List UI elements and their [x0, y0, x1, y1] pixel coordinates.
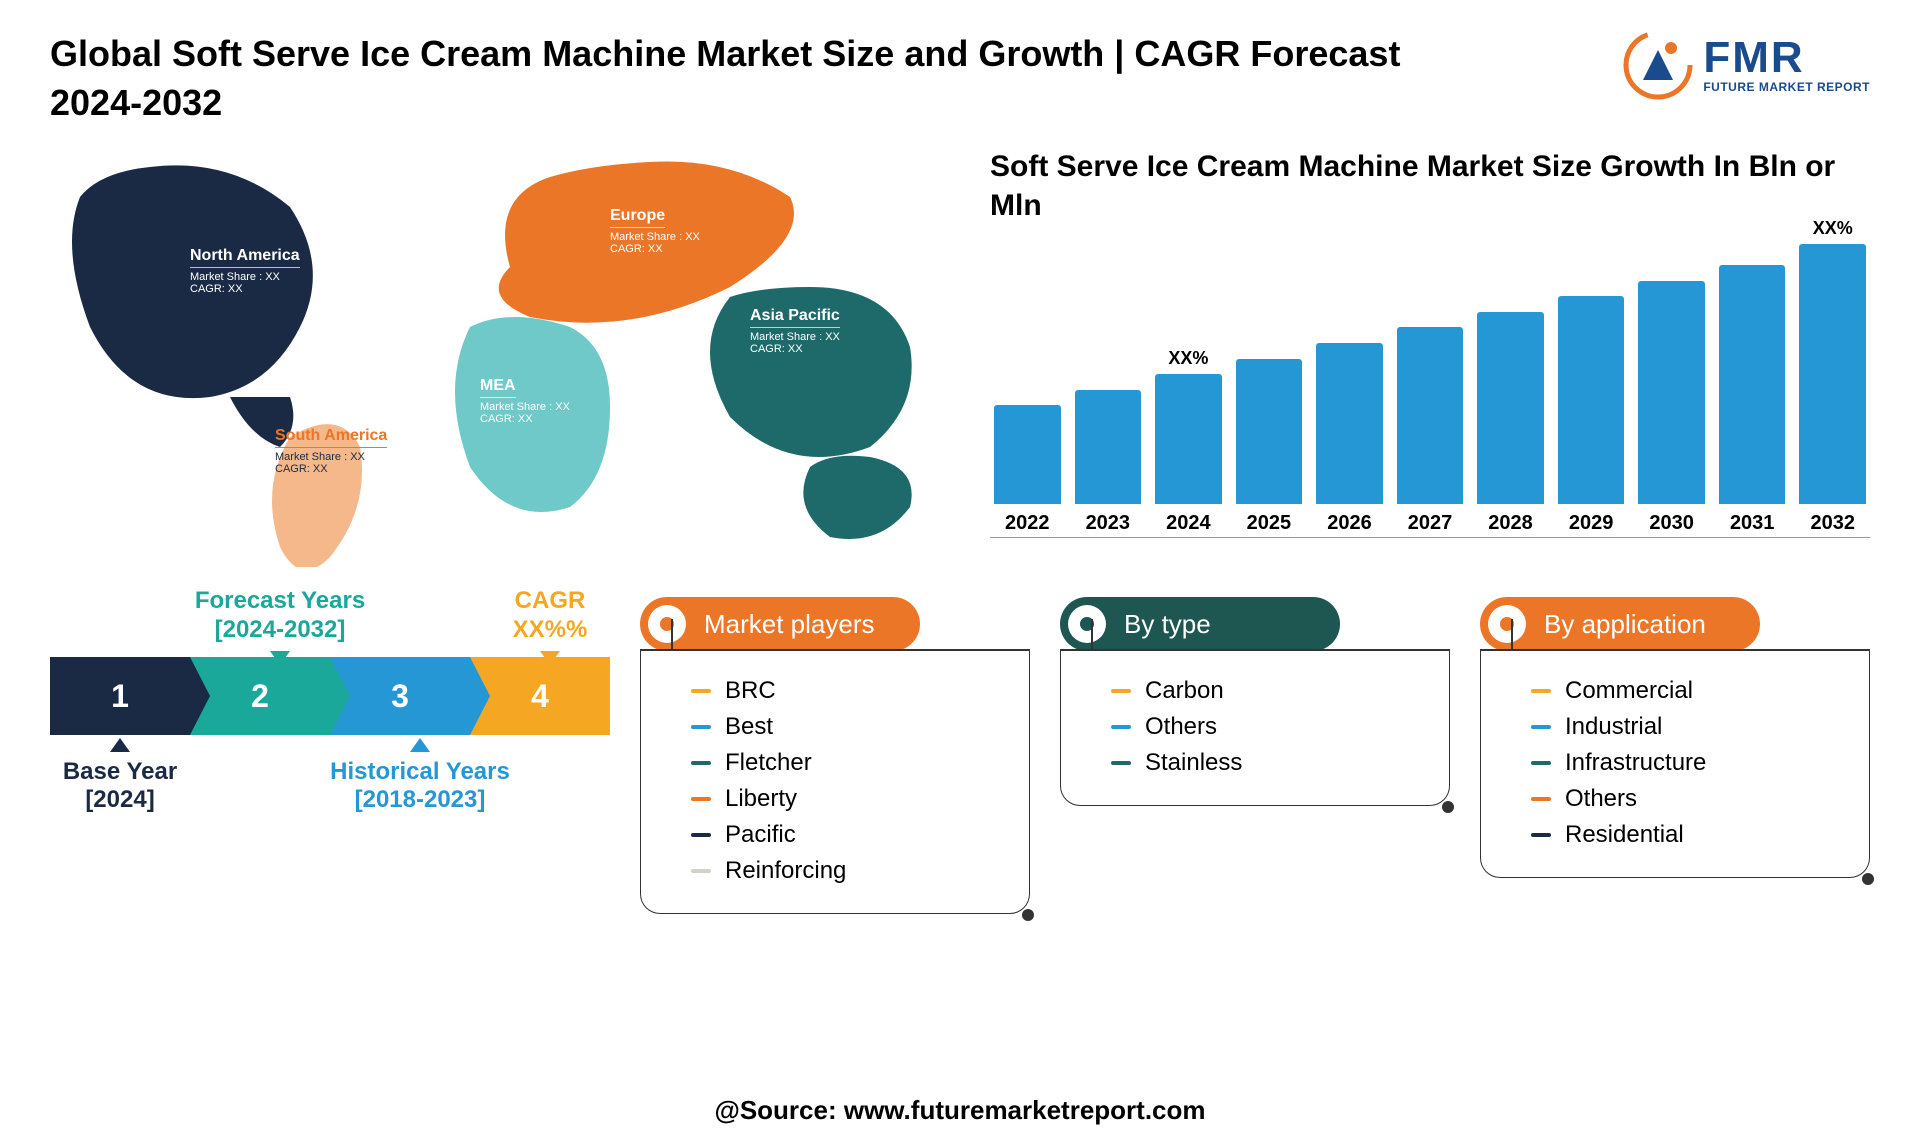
- region-label-eu: Europe Market Share : XX CAGR: XX: [610, 207, 700, 255]
- cat-item: Pacific: [691, 817, 999, 853]
- timeline-label-historical: Historical Years [2018-2023]: [320, 738, 520, 816]
- cat-item: Stainless: [1111, 745, 1419, 781]
- bar-2025: 2025: [1236, 359, 1303, 536]
- timeline: Forecast Years [2024-2032] CAGR XX%% 1 2…: [50, 597, 610, 815]
- map-svg: [50, 147, 950, 567]
- cat-item: Others: [1111, 709, 1419, 745]
- cat-item: Commercial: [1531, 673, 1839, 709]
- bar-2022: 2022: [994, 405, 1061, 535]
- chart-title: Soft Serve Ice Cream Machine Market Size…: [990, 147, 1870, 225]
- cat-item: BRC: [691, 673, 999, 709]
- bar-2024: XX%2024: [1155, 374, 1222, 535]
- timeline-seg-4: 4: [470, 657, 610, 735]
- timeline-label-cagr: CAGR XX%%: [490, 587, 610, 665]
- bar-2032: XX%2032: [1799, 244, 1866, 535]
- category-market-players: Market players BRCBestFletcherLibertyPac…: [640, 597, 1030, 914]
- pill-by-application: By application: [1480, 597, 1760, 651]
- bar-2028: 2028: [1477, 312, 1544, 535]
- bar-2030: 2030: [1638, 281, 1705, 536]
- cat-item: Industrial: [1531, 709, 1839, 745]
- bars-container: 20222023XX%20242025202620272028202920302…: [990, 235, 1870, 535]
- category-by-type: By type CarbonOthersStainless: [1060, 597, 1450, 806]
- world-map: North America Market Share : XX CAGR: XX…: [50, 147, 950, 567]
- bar-2027: 2027: [1397, 327, 1464, 535]
- region-label-mea: MEA Market Share : XX CAGR: XX: [480, 377, 570, 425]
- cat-item: Best: [691, 709, 999, 745]
- timeline-seg-2: 2: [190, 657, 330, 735]
- bar-2031: 2031: [1719, 265, 1786, 535]
- cat-item: Fletcher: [691, 745, 999, 781]
- bar-2029: 2029: [1558, 296, 1625, 535]
- pill-market-players: Market players: [640, 597, 920, 651]
- cat-item: Infrastructure: [1531, 745, 1839, 781]
- bar-2026: 2026: [1316, 343, 1383, 535]
- timeline-seg-1: 1: [50, 657, 190, 735]
- source-text: @Source: www.futuremarketreport.com: [714, 1095, 1205, 1126]
- cat-item: Liberty: [691, 781, 999, 817]
- region-label-ap: Asia Pacific Market Share : XX CAGR: XX: [750, 307, 840, 355]
- page-title: Global Soft Serve Ice Cream Machine Mark…: [50, 30, 1450, 127]
- region-label-sa: South America Market Share : XX CAGR: XX: [275, 427, 387, 475]
- bar-chart: Soft Serve Ice Cream Machine Market Size…: [990, 147, 1870, 567]
- timeline-label-forecast: Forecast Years [2024-2032]: [180, 587, 380, 665]
- logo-icon: [1623, 30, 1693, 100]
- region-label-na: North America Market Share : XX CAGR: XX: [190, 247, 300, 295]
- timeline-seg-3: 3: [330, 657, 470, 735]
- logo-brand: FMR: [1703, 36, 1870, 80]
- logo: FMR FUTURE MARKET REPORT: [1623, 30, 1870, 100]
- cat-item: Residential: [1531, 817, 1839, 853]
- cat-item: Others: [1531, 781, 1839, 817]
- pill-by-type: By type: [1060, 597, 1340, 651]
- cat-item: Carbon: [1111, 673, 1419, 709]
- cat-item: Reinforcing: [691, 853, 999, 889]
- bar-2023: 2023: [1075, 390, 1142, 535]
- timeline-label-base: Base Year [2024]: [40, 738, 200, 816]
- logo-tagline: FUTURE MARKET REPORT: [1703, 80, 1870, 94]
- category-by-application: By application CommercialIndustrialInfra…: [1480, 597, 1870, 878]
